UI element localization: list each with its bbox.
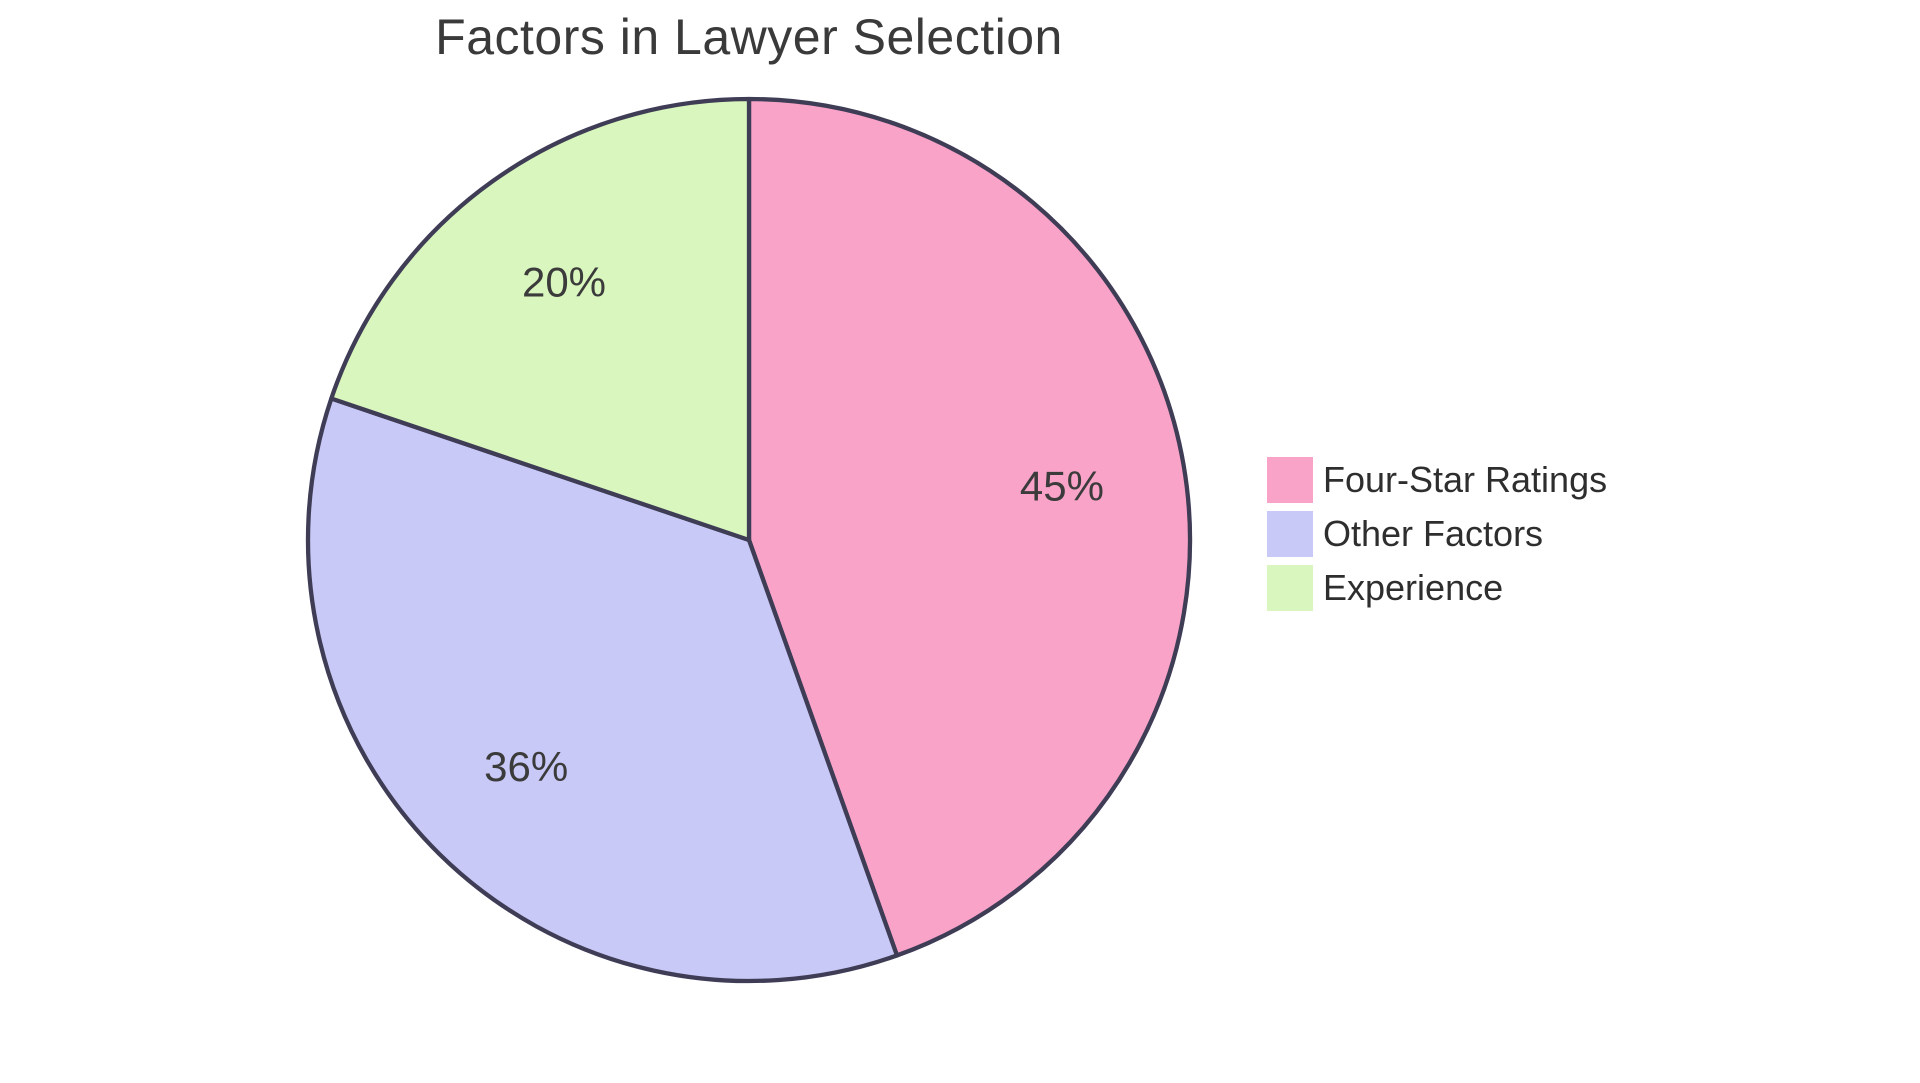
pie-slice-experience bbox=[329, 96, 752, 543]
slice-percentage-label: 45% bbox=[1020, 462, 1104, 509]
legend-item-four-star-ratings: Four-Star Ratings bbox=[1267, 457, 1607, 503]
legend-label: Four-Star Ratings bbox=[1323, 459, 1608, 500]
slice-percentage-label: 36% bbox=[484, 743, 568, 790]
legend: Four-Star Ratings Other Factors Experience bbox=[1267, 457, 1607, 611]
legend-swatch bbox=[1267, 511, 1313, 557]
pie-slice-four-star-ratings bbox=[746, 96, 1193, 958]
slice-percentage-label: 20% bbox=[522, 259, 606, 306]
legend-item-experience: Experience bbox=[1267, 565, 1607, 611]
legend-swatch bbox=[1267, 457, 1313, 503]
pie-slices bbox=[305, 96, 1193, 984]
pie-slice-labels: 45% 36% 20% bbox=[484, 259, 1104, 790]
legend-label: Experience bbox=[1323, 567, 1504, 608]
legend-label: Other Factors bbox=[1323, 513, 1544, 554]
pie-slice-other-factors bbox=[305, 396, 900, 984]
legend-swatch bbox=[1267, 565, 1313, 611]
legend-item-other-factors: Other Factors bbox=[1267, 511, 1607, 557]
chart-title: Factors in Lawyer Selection bbox=[435, 9, 1063, 65]
